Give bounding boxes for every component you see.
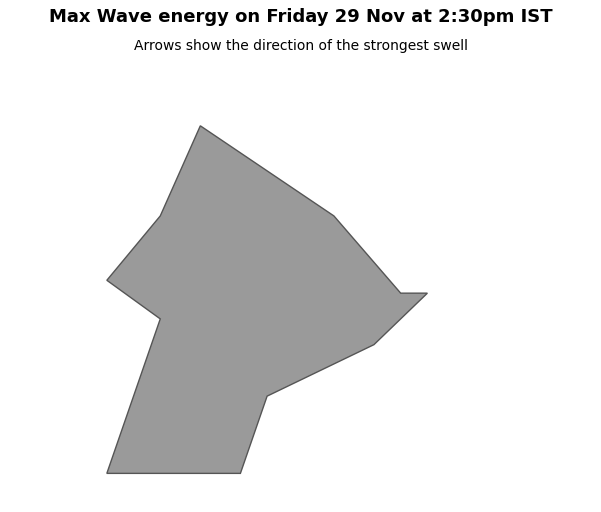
Text: Arrows show the direction of the strongest swell: Arrows show the direction of the stronge… xyxy=(133,39,468,53)
Text: Max Wave energy on Friday 29 Nov at 2:30pm IST: Max Wave energy on Friday 29 Nov at 2:30… xyxy=(49,8,552,26)
Polygon shape xyxy=(107,126,427,474)
